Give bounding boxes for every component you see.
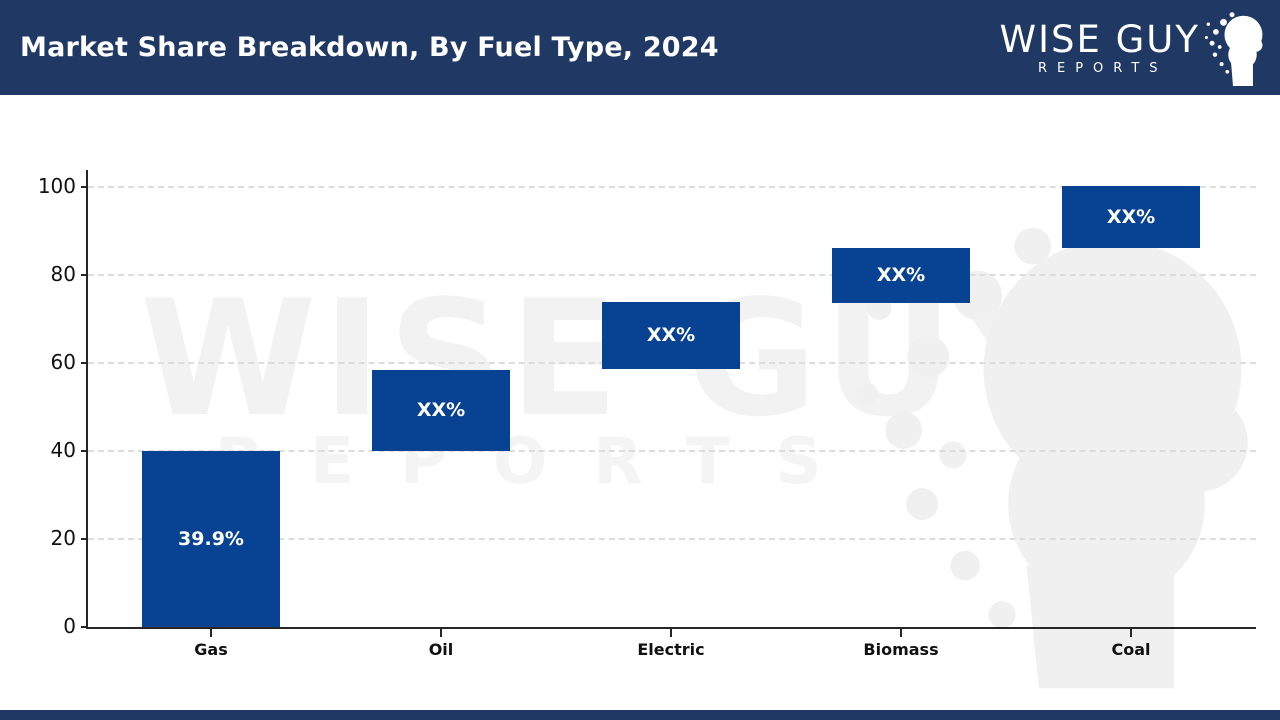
y-axis-tick: [81, 538, 88, 540]
x-tick-label: Oil: [428, 640, 454, 659]
x-axis-tick: [210, 629, 212, 637]
bar-oil: XX%: [372, 370, 510, 451]
brand-logo-wordmark: WISE GUY: [999, 17, 1200, 61]
y-tick-label: 100: [37, 174, 76, 198]
y-tick-label: 80: [50, 262, 76, 286]
watermark-head-icon: [855, 227, 1248, 689]
gridline: [88, 274, 1256, 276]
watermark-subtext: REPORTS: [215, 425, 868, 499]
x-tick-label: Gas: [194, 640, 228, 659]
y-axis-tick: [81, 274, 88, 276]
bar-coal: XX%: [1062, 185, 1200, 248]
bar-value-label: XX%: [876, 264, 926, 287]
x-axis-tick: [670, 629, 672, 637]
x-tick-label: Electric: [637, 640, 705, 659]
brand-head-icon: [1204, 12, 1263, 86]
bar-value-label: XX%: [416, 399, 466, 422]
y-axis-tick: [81, 626, 88, 628]
y-axis-tick: [81, 362, 88, 364]
bar-electric: XX%: [602, 301, 740, 370]
x-axis-line: [86, 627, 1256, 629]
gridline: [88, 186, 1256, 188]
x-axis-tick: [1130, 629, 1132, 637]
y-tick-label: 20: [50, 526, 76, 550]
gridline: [88, 538, 1256, 540]
footer-accent-bar: [0, 710, 1280, 720]
brand-logo: WISE GUY REPORTS: [1000, 8, 1270, 88]
x-axis-tick: [440, 629, 442, 637]
bar-value-label: 39.9%: [178, 528, 244, 551]
y-axis-line: [86, 170, 88, 629]
header-banner: Market Share Breakdown, By Fuel Type, 20…: [0, 0, 1280, 95]
chart-title: Market Share Breakdown, By Fuel Type, 20…: [20, 32, 719, 63]
y-axis-tick: [81, 186, 88, 188]
bar-value-label: XX%: [1106, 205, 1156, 228]
bar-value-label: XX%: [646, 324, 696, 347]
gridline: [88, 450, 1256, 452]
y-tick-label: 0: [63, 614, 76, 638]
x-tick-label: Biomass: [863, 640, 939, 659]
brand-logo-text: WISE GUY REPORTS: [1000, 21, 1200, 76]
bar-gas: 39.9%: [142, 451, 280, 627]
y-axis-tick: [81, 450, 88, 452]
x-axis-tick: [900, 629, 902, 637]
y-tick-label: 60: [50, 350, 76, 374]
x-tick-label: Coal: [1111, 640, 1151, 659]
bar-biomass: XX%: [832, 247, 970, 304]
brand-logo-subtext: REPORTS: [1037, 60, 1168, 76]
y-tick-label: 40: [50, 438, 76, 462]
